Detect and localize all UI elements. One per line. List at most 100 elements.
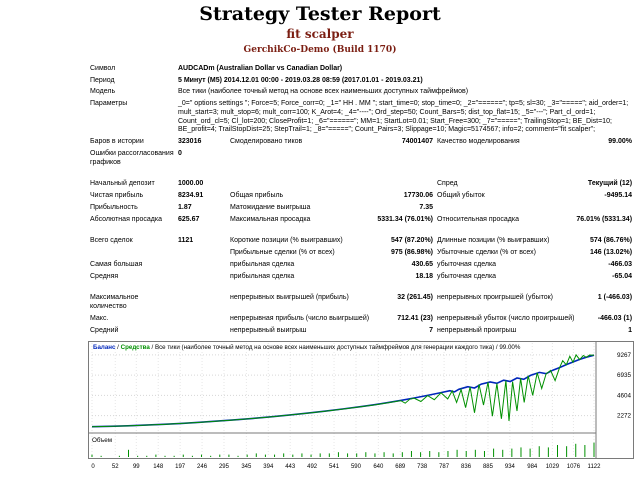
info-label: Модель bbox=[90, 88, 116, 96]
stat-value: 1121 bbox=[178, 237, 194, 245]
stat-label: непрерывный убыток (число проигрышей) bbox=[437, 314, 575, 322]
svg-text:1029: 1029 bbox=[546, 464, 560, 470]
stat-value bbox=[176, 325, 228, 337]
stat-value: 76.01% (5331.34) bbox=[576, 215, 633, 223]
stat-label: Всего сделок bbox=[90, 237, 133, 245]
svg-text:590: 590 bbox=[351, 464, 362, 470]
svg-text:6935: 6935 bbox=[617, 373, 632, 380]
stat-label: убыточная сделка bbox=[437, 272, 497, 280]
svg-text:148: 148 bbox=[153, 464, 164, 470]
stat-value: 7 bbox=[429, 326, 433, 334]
stat-label: Общий убыток bbox=[437, 192, 485, 200]
stat-row: Чистая прибыль 8234.91 Общая прибыль 17730.… bbox=[88, 190, 634, 202]
stat-value: 547 (87.20%) bbox=[390, 237, 433, 245]
stat-label: Общая прибыль bbox=[230, 192, 284, 200]
stat-label bbox=[228, 178, 353, 190]
info-row: Модель Все тики (наиболее точный метод на… bbox=[88, 86, 634, 98]
svg-text:295: 295 bbox=[219, 464, 230, 470]
stat-value: 625.67 bbox=[178, 215, 200, 223]
stat-label: Короткие позиции (% выигравших) bbox=[230, 237, 343, 245]
stat-value bbox=[176, 271, 228, 283]
stat-value: 712.41 (23) bbox=[397, 314, 433, 322]
balance-chart: 9267 6935 4604 2272 Объем Баланс / Средства /… bbox=[88, 341, 640, 478]
equity-line bbox=[91, 354, 595, 428]
svg-text:99: 99 bbox=[133, 464, 140, 470]
stat-label: Начальный депозит bbox=[90, 180, 155, 188]
stat-value: 0 bbox=[178, 149, 182, 157]
stat-row: Средний непрерывный выигрыш 7 непрерывный п… bbox=[88, 325, 634, 337]
stat-value bbox=[176, 259, 228, 271]
stat-value: 17730.06 bbox=[403, 192, 433, 200]
stat-value bbox=[353, 148, 435, 169]
stat-value: 323016 bbox=[178, 138, 202, 146]
stat-row: Средняя прибыльная сделка 18.18 убыточная с… bbox=[88, 271, 634, 283]
info-row: Символ AUDCADm (Australian Dollar vs Cana… bbox=[88, 63, 634, 75]
stat-value bbox=[176, 292, 228, 313]
stat-label: Качество моделирования bbox=[437, 138, 520, 146]
report-table-body: Символ AUDCADm (Australian Dollar vs Cana… bbox=[88, 63, 634, 337]
stat-value bbox=[176, 313, 228, 325]
svg-text:9267: 9267 bbox=[617, 352, 632, 359]
spacer-row bbox=[88, 282, 634, 292]
stat-label: непрерывных проигрышей (убыток) bbox=[437, 294, 554, 302]
stat-label: непрерывный проигрыш bbox=[437, 326, 517, 334]
stat-label: Самая большая bbox=[90, 260, 143, 268]
stat-value: 74001407 bbox=[401, 138, 433, 146]
stat-row: Начальный депозит 1000.00 Спред Текущий (12… bbox=[88, 178, 634, 190]
svg-text:984: 984 bbox=[527, 464, 538, 470]
stat-label: Чистая прибыль bbox=[90, 192, 144, 200]
svg-text:492: 492 bbox=[307, 464, 318, 470]
svg-text:541: 541 bbox=[329, 464, 340, 470]
volume-bars bbox=[91, 443, 595, 458]
svg-text:787: 787 bbox=[439, 464, 450, 470]
stat-row: Абсолютная просадка 625.67 Максимальная пр… bbox=[88, 214, 634, 226]
stat-label: Макс. bbox=[90, 314, 109, 322]
svg-text:640: 640 bbox=[373, 464, 384, 470]
x-axis-labels: 0 52 99 148 197 246 295 345 394 443 492 541 590 640 68… bbox=[91, 464, 601, 470]
stat-row: Самая большая прибыльная сделка 430.65 убыт… bbox=[88, 259, 634, 271]
stat-value: 5331.34 (76.01%) bbox=[377, 215, 433, 223]
svg-text:738: 738 bbox=[417, 464, 428, 470]
stat-value: 146 (13.02%) bbox=[590, 249, 633, 257]
stat-value: 99.00% bbox=[608, 138, 633, 146]
svg-text:1122: 1122 bbox=[588, 464, 602, 470]
svg-text:443: 443 bbox=[285, 464, 296, 470]
stat-row: Максимальное количество непрерывных выигр… bbox=[88, 292, 634, 313]
stat-value bbox=[353, 178, 435, 190]
stat-label bbox=[435, 202, 553, 214]
info-row: Период 5 Минут (M5) 2014.12.01 00:00 - 20… bbox=[88, 75, 634, 87]
stat-value: -65.04 bbox=[612, 272, 633, 280]
stat-value: 18.18 bbox=[415, 272, 433, 280]
stat-label: Длинные позиции (% выигравших) bbox=[437, 237, 550, 245]
stat-value: -466.03 (1) bbox=[597, 314, 633, 322]
stat-value: 8234.91 bbox=[178, 192, 204, 200]
info-label: Параметры bbox=[90, 100, 128, 108]
report-table: Символ AUDCADm (Australian Dollar vs Cana… bbox=[88, 63, 634, 337]
chart-border bbox=[88, 341, 634, 460]
stat-value: 430.65 bbox=[411, 260, 433, 268]
y-axis-labels: 9267 6935 4604 2272 bbox=[617, 352, 632, 420]
server-build: GerchikCo-Demo (Build 1170) bbox=[243, 44, 397, 55]
stat-value: 574 (86.76%) bbox=[590, 237, 633, 245]
stat-label bbox=[435, 148, 553, 169]
info-value: 5 Минут (M5) 2014.12.01 00:00 - 2019.03.… bbox=[178, 76, 423, 84]
stat-label: прибыльная сделка bbox=[230, 260, 295, 268]
stat-value: 1000.00 bbox=[178, 180, 204, 188]
svg-text:689: 689 bbox=[395, 464, 406, 470]
svg-text:246: 246 bbox=[197, 464, 208, 470]
stat-value: 1 bbox=[628, 326, 633, 334]
stat-row: Ошибки рассогласования графиков 0 bbox=[88, 148, 634, 169]
stat-label: непрерывная прибыль (число выигрышей) bbox=[230, 314, 370, 322]
stat-label: Убыточные сделки (% от всех) bbox=[437, 249, 536, 257]
svg-text:345: 345 bbox=[241, 464, 252, 470]
stat-row: Баров в истории 323016 Смоделировано тиков… bbox=[88, 136, 634, 148]
balance-chart-svg: 9267 6935 4604 2272 Объем Баланс / Средства /… bbox=[88, 341, 634, 470]
stat-value bbox=[553, 148, 634, 169]
svg-text:0: 0 bbox=[91, 464, 95, 470]
stat-label: Спред bbox=[437, 180, 458, 188]
spacer-cell bbox=[88, 282, 634, 292]
stat-label: Максимальное количество bbox=[90, 294, 139, 311]
stat-value bbox=[553, 202, 634, 214]
svg-text:2272: 2272 bbox=[617, 413, 632, 420]
